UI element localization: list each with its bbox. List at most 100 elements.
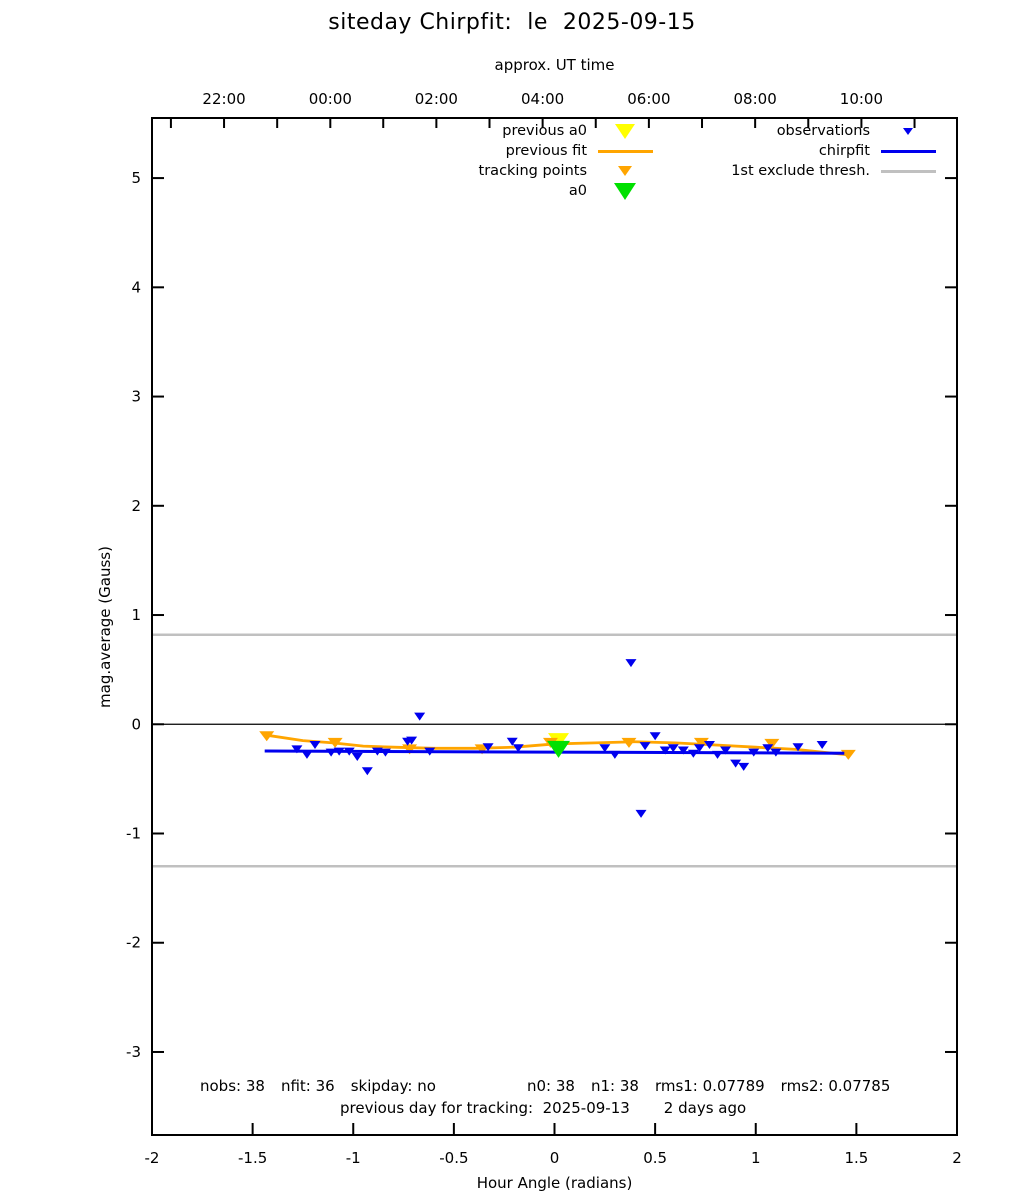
top-axis-label: approx. UT time xyxy=(494,56,615,74)
stat-item: rms1: 0.07789 xyxy=(654,1077,765,1095)
chart-title: siteday Chirpfit: le 2025-09-15 xyxy=(328,10,696,35)
observation-marker xyxy=(667,744,679,753)
x-axis-tick-label: 1 xyxy=(751,1149,761,1167)
top-axis-tick-label: 22:00 xyxy=(202,90,245,108)
top-axis-tick-label: 00:00 xyxy=(309,90,352,108)
legend-item: tracking points xyxy=(410,161,663,181)
observation-marker xyxy=(333,747,345,756)
stat-item: skipday: no xyxy=(350,1077,436,1095)
legend-marker-cell xyxy=(870,149,946,153)
legend-line-swatch xyxy=(597,149,653,153)
stat-item: n1: 38 xyxy=(590,1077,639,1095)
legend-marker-cell xyxy=(587,182,663,200)
observation-marker xyxy=(301,750,313,759)
x-axis-tick-label: -2 xyxy=(145,1149,160,1167)
observation-marker xyxy=(609,750,621,759)
legend-right-column: observations chirpfit 1st exclude thresh. xyxy=(680,121,946,181)
x-axis-tick-label: 0 xyxy=(550,1149,560,1167)
legend-item-label: chirpfit xyxy=(818,143,870,159)
y-axis-tick-label: 0 xyxy=(131,715,141,733)
x-axis-tick-label: -1.5 xyxy=(238,1149,267,1167)
stats-row1-right: n0: 38 n1: 38 rms1: 0.07789 rms2: 0.07785 xyxy=(527,1077,906,1095)
top-axis-tick-label: 08:00 xyxy=(734,90,777,108)
stat-item: nfit: 36 xyxy=(280,1077,335,1095)
observation-marker xyxy=(635,809,647,818)
x-axis-tick-label: 0.5 xyxy=(643,1149,667,1167)
top-axis-tick-label: 02:00 xyxy=(415,90,458,108)
legend-item-label: previous a0 xyxy=(502,123,587,139)
tracking-point-marker xyxy=(402,744,418,755)
tracking-point-marker xyxy=(327,737,343,748)
legend-item: previous a0 xyxy=(410,121,663,141)
legend-line-swatch xyxy=(880,149,936,153)
plot-border xyxy=(151,117,958,1136)
a0-marker xyxy=(547,740,571,758)
top-axis-tick-label: 10:00 xyxy=(840,90,883,108)
observation-marker xyxy=(414,712,426,721)
y-axis-tick-label: 3 xyxy=(131,388,141,406)
observation-marker xyxy=(343,747,355,756)
observation-marker xyxy=(720,746,732,755)
observation-marker xyxy=(738,762,750,771)
observation-marker xyxy=(649,732,661,741)
legend-item-label: 1st exclude thresh. xyxy=(731,163,870,179)
x-axis-tick-label: -1 xyxy=(346,1149,361,1167)
stat-item: nobs: 38 xyxy=(200,1077,265,1095)
stats-row1-left: nobs: 38 nfit: 36 skipday: no xyxy=(200,1077,452,1095)
y-axis-label: mag.average (Gauss) xyxy=(96,546,114,708)
observation-marker xyxy=(659,746,671,755)
tracking-point-marker xyxy=(259,731,275,742)
legend-item-label: a0 xyxy=(568,183,587,199)
observation-marker xyxy=(712,750,724,759)
stat-item: rms2: 0.07785 xyxy=(780,1077,891,1095)
legend-line-swatch xyxy=(880,169,936,173)
observation-marker xyxy=(625,659,637,668)
legend-marker-cell xyxy=(587,166,663,176)
stat-item: n0: 38 xyxy=(527,1077,575,1095)
legend-item: previous fit xyxy=(410,141,663,161)
observation-marker xyxy=(291,745,303,754)
observation-marker xyxy=(687,749,699,758)
legend-marker-cell xyxy=(870,127,946,135)
y-axis-tick-label: 4 xyxy=(131,278,141,296)
stats-row2: previous day for tracking: 2025-09-13 2 d… xyxy=(340,1099,762,1117)
observation-marker xyxy=(424,747,436,756)
legend-marker-cell xyxy=(587,123,663,139)
stat-previous-day: previous day for tracking: 2025-09-13 xyxy=(340,1099,630,1117)
observation-marker xyxy=(816,741,828,750)
observation-marker xyxy=(361,767,373,776)
y-axis-tick-label: 2 xyxy=(131,497,141,515)
observation-marker xyxy=(325,748,337,757)
observation-marker xyxy=(770,748,782,757)
observation-marker xyxy=(748,748,760,757)
observation-marker xyxy=(599,744,611,753)
observation-marker xyxy=(730,759,742,768)
legend-triangle-icon xyxy=(618,166,632,176)
legend-item-label: observations xyxy=(776,123,870,139)
y-axis-tick-label: -3 xyxy=(126,1043,141,1061)
tracking-point-marker xyxy=(840,749,856,760)
top-axis-tick-label: 04:00 xyxy=(521,90,564,108)
tracking-point-marker xyxy=(764,738,780,749)
observation-marker xyxy=(506,737,518,746)
tracking-point-marker xyxy=(621,737,637,748)
x-axis-tick-label: -0.5 xyxy=(439,1149,468,1167)
legend-item: 1st exclude thresh. xyxy=(680,161,946,181)
legend-triangle-icon xyxy=(903,127,913,135)
previous-fit-line xyxy=(266,733,849,757)
observation-marker xyxy=(693,744,705,753)
legend-marker-cell xyxy=(587,149,663,153)
y-axis-tick-label: 5 xyxy=(131,169,141,187)
tracking-point-marker xyxy=(693,737,709,748)
x-axis-tick-label: 2 xyxy=(952,1149,962,1167)
y-axis-tick-label: 1 xyxy=(131,606,141,624)
legend-triangle-icon xyxy=(614,182,636,200)
observation-marker xyxy=(406,736,418,745)
legend-item: observations xyxy=(680,121,946,141)
observation-marker xyxy=(371,747,383,756)
observation-marker xyxy=(351,753,363,762)
y-axis-tick-label: -2 xyxy=(126,934,141,952)
observation-marker xyxy=(309,741,321,750)
